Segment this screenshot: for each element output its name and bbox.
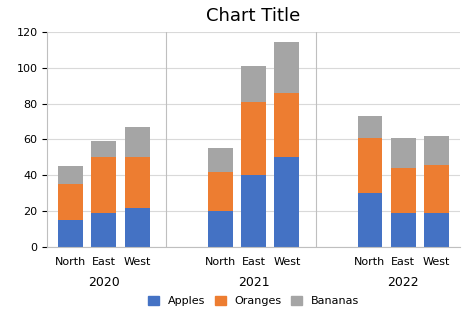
Bar	[357, 193, 383, 247]
Text: 2020: 2020	[88, 276, 120, 289]
Bar	[58, 220, 83, 247]
Bar	[58, 184, 83, 220]
Bar	[241, 102, 266, 175]
Legend: Apples, Oranges, Bananas: Apples, Oranges, Bananas	[144, 292, 363, 311]
Bar	[58, 166, 83, 184]
Bar	[208, 211, 233, 247]
Text: 2021: 2021	[238, 276, 269, 289]
Bar	[125, 208, 150, 247]
Bar	[391, 213, 416, 247]
Title: Chart Title: Chart Title	[207, 7, 301, 25]
Bar	[274, 93, 299, 158]
Bar	[424, 136, 449, 165]
Bar	[241, 66, 266, 102]
Bar	[424, 165, 449, 213]
Bar	[91, 158, 117, 213]
Bar	[391, 168, 416, 213]
Bar	[391, 138, 416, 168]
Bar	[208, 148, 233, 172]
Bar	[241, 175, 266, 247]
Bar	[424, 213, 449, 247]
Bar	[274, 158, 299, 247]
Bar	[125, 127, 150, 158]
Bar	[125, 158, 150, 208]
Bar	[357, 138, 383, 193]
Bar	[208, 172, 233, 211]
Bar	[91, 141, 117, 158]
Bar	[91, 213, 117, 247]
Text: 2022: 2022	[387, 276, 419, 289]
Bar	[357, 116, 383, 138]
Bar	[274, 42, 299, 93]
